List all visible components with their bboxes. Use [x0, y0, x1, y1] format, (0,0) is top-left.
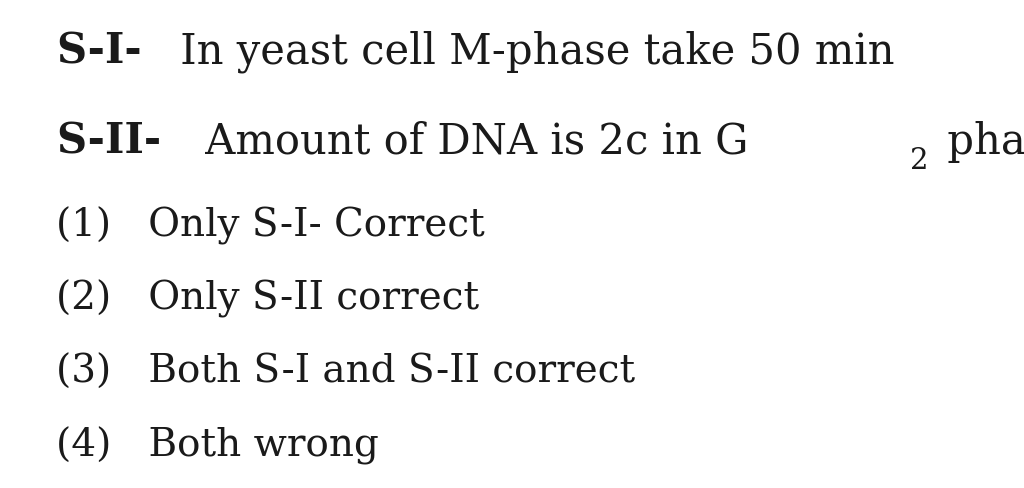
Text: (3)   Both S-I and S-II correct: (3) Both S-I and S-II correct	[56, 354, 636, 391]
Text: Amount of DNA is 2c in G: Amount of DNA is 2c in G	[191, 121, 749, 163]
Text: (1)   Only S-I- Correct: (1) Only S-I- Correct	[56, 207, 485, 245]
Text: S-I-: S-I-	[56, 30, 142, 72]
Text: (2)   Only S-II correct: (2) Only S-II correct	[56, 280, 479, 318]
Text: S-II-: S-II-	[56, 121, 162, 163]
Text: In yeast cell M-phase take 50 min: In yeast cell M-phase take 50 min	[167, 30, 894, 73]
Text: phase: phase	[934, 121, 1024, 163]
Text: 2: 2	[910, 147, 929, 175]
Text: (4)   Both wrong: (4) Both wrong	[56, 427, 379, 465]
